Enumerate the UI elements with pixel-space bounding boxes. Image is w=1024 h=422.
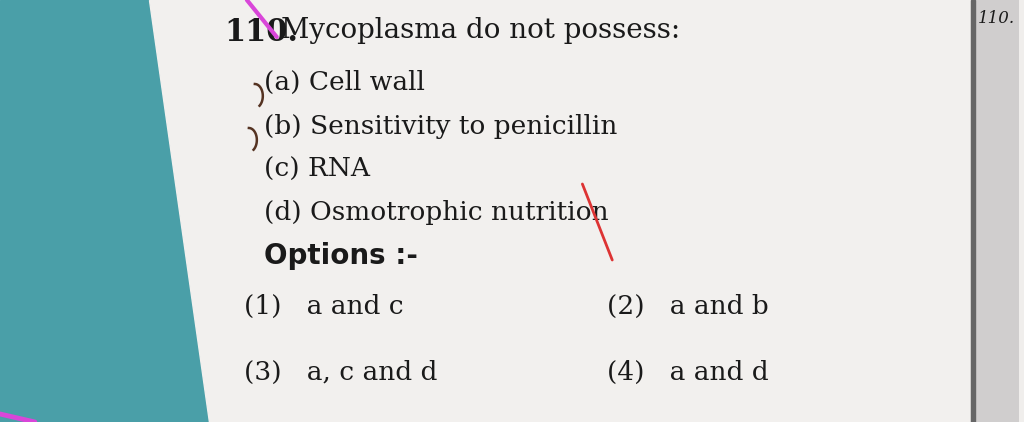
Bar: [971, 0, 975, 422]
Text: (4)   a and d: (4) a and d: [607, 360, 769, 385]
Bar: [971, 0, 1020, 422]
Text: (2)   a and b: (2) a and b: [607, 294, 769, 319]
Text: (a) Cell wall: (a) Cell wall: [264, 70, 425, 95]
Text: Options :-: Options :-: [264, 242, 418, 270]
Bar: [0, 0, 209, 422]
Text: (d) Osmotrophic nutrition: (d) Osmotrophic nutrition: [264, 200, 608, 225]
Polygon shape: [150, 0, 995, 422]
Text: (b) Sensitivity to penicillin: (b) Sensitivity to penicillin: [264, 114, 617, 139]
Text: 110.: 110.: [224, 17, 298, 48]
Text: (c) RNA: (c) RNA: [264, 157, 370, 182]
Text: Mycoplasma do not possess:: Mycoplasma do not possess:: [281, 17, 680, 44]
Text: (3)   a, c and d: (3) a, c and d: [244, 360, 437, 385]
Text: (1)   a and c: (1) a and c: [244, 294, 403, 319]
Text: 110.: 110.: [978, 10, 1015, 27]
